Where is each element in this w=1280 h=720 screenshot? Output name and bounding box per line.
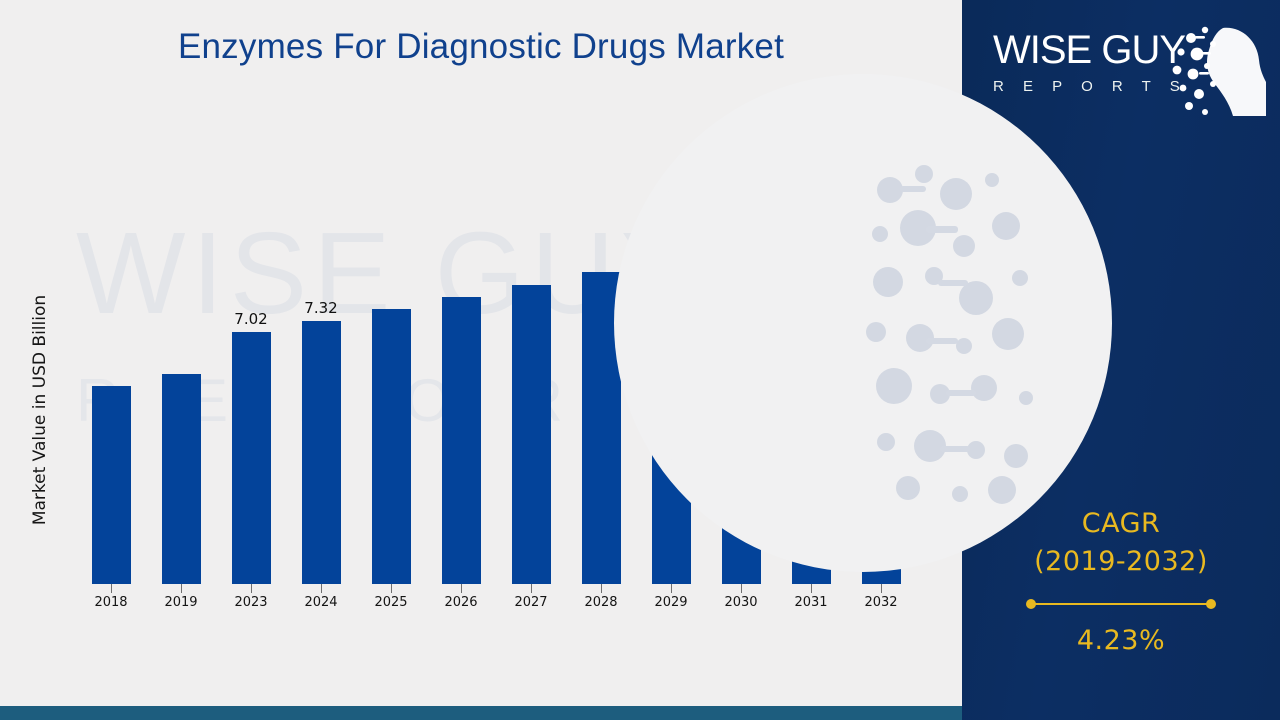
- x-axis-label: 2030: [724, 595, 758, 610]
- x-axis-label: 2018: [94, 595, 128, 610]
- bar[interactable]: [371, 309, 411, 584]
- x-axis-label: 2031: [794, 595, 828, 610]
- bar-slot: [76, 150, 146, 593]
- bar-slot: 7.32: [286, 150, 356, 593]
- y-axis-label: Market Value in USD Billion: [30, 294, 50, 526]
- bar-slot: [146, 150, 216, 593]
- x-axis-tick: [251, 584, 252, 593]
- x-axis-label: 2026: [444, 595, 478, 610]
- page-title: Enzymes For Diagnostic Drugs Market: [177, 27, 785, 66]
- head-dots-icon: [1172, 26, 1266, 117]
- x-axis-tick: [321, 584, 322, 593]
- cagr-label: CAGR: [1081, 508, 1161, 539]
- x-axis-tick: [811, 584, 812, 593]
- x-axis-label: 2029: [654, 595, 688, 610]
- brand-logo[interactable]: WISE GUY R E P O R T S: [993, 26, 1266, 117]
- bar[interactable]: [91, 386, 131, 584]
- bar-slot: 7.02: [216, 150, 286, 593]
- x-axis-tick: [181, 584, 182, 593]
- x-axis-label: 2023: [234, 595, 268, 610]
- logo-subtitle: R E P O R T S: [993, 78, 1188, 95]
- x-axis-tick: [391, 584, 392, 593]
- bar-value-label: 7.32: [304, 299, 338, 317]
- bar[interactable]: [161, 374, 201, 584]
- x-axis-label: 2028: [584, 595, 618, 610]
- x-axis-tick: [881, 584, 882, 593]
- x-axis-label: 2024: [304, 595, 338, 610]
- x-axis-tick: [671, 584, 672, 593]
- bar-value-label: 7.02: [234, 310, 268, 328]
- x-axis-label: 2027: [514, 595, 548, 610]
- x-axis-label: 2025: [374, 595, 408, 610]
- bar[interactable]: [441, 297, 481, 584]
- bar-slot: [356, 150, 426, 593]
- bar-slot: [426, 150, 496, 593]
- cagr-block: CAGR (2019-2032) 4.23%: [962, 505, 1280, 656]
- footer-accent-strip: [0, 706, 962, 720]
- bar-slot: [496, 150, 566, 593]
- x-axis-label: 2019: [164, 595, 198, 610]
- molecule-dots-graphic: [866, 165, 1033, 504]
- decorative-circle: [628, 88, 1098, 558]
- x-axis-tick: [461, 584, 462, 593]
- bar[interactable]: [231, 332, 271, 584]
- bar[interactable]: [511, 285, 551, 584]
- x-axis-tick: [531, 584, 532, 593]
- x-axis-tick: [741, 584, 742, 593]
- cagr-value: 4.23%: [1076, 625, 1166, 656]
- cagr-period: (2019-2032): [1034, 546, 1208, 577]
- logo-wordmark: WISE GUY: [993, 28, 1186, 72]
- cagr-divider: [1026, 599, 1216, 609]
- x-axis-tick: [601, 584, 602, 593]
- bar[interactable]: [301, 321, 341, 584]
- x-axis-label: 2032: [864, 595, 898, 610]
- x-axis-tick: [111, 584, 112, 593]
